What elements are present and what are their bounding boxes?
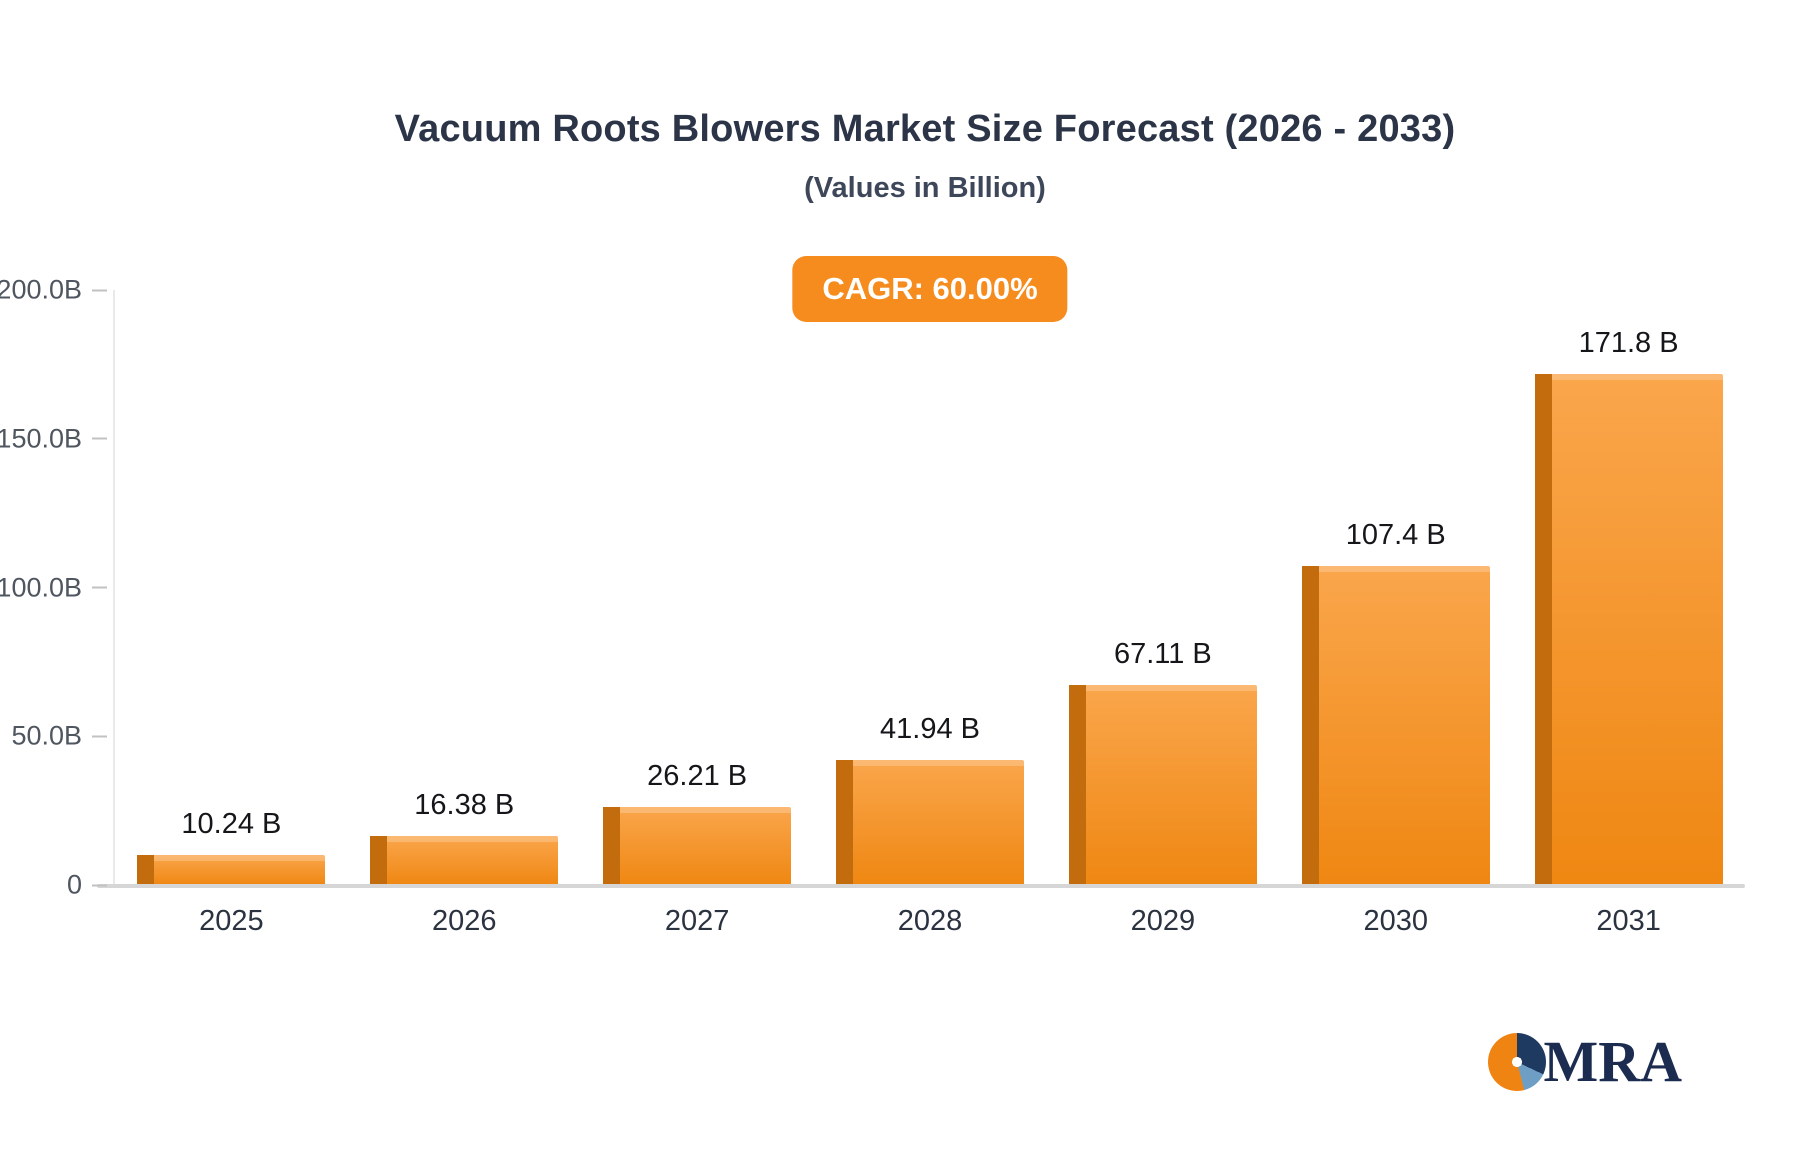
y-tick: 50.0B [11,721,115,752]
y-tick: 0 [67,870,115,901]
bar-group: 41.94 B [814,290,1047,885]
bar [836,760,1024,885]
bar-value-label: 16.38 B [414,789,515,822]
y-tick-dash [92,586,107,589]
y-axis-line [113,290,115,885]
y-tick-label: 200.0B [0,274,82,305]
bar-group: 107.4 B [1279,290,1512,885]
page-title: Vacuum Roots Blowers Market Size Forecas… [394,108,1456,150]
y-tick-dash [92,289,107,291]
x-axis-label: 2030 [1363,905,1428,937]
y-tick: 200.0B [0,275,115,306]
bar-value-label: 10.24 B [181,807,282,840]
y-tick: 150.0B [0,423,115,454]
bar-group: 26.21 B [581,290,814,885]
x-axis-labels: 2025 2026 2027 2028 2029 2030 2031 [115,905,1745,938]
y-tick-dash [92,735,107,738]
bar-value-label: 107.4 B [1345,518,1446,551]
brand-logo: MRA [1488,1033,1682,1091]
bar [370,836,559,885]
bar-group: 171.8 B [1512,290,1745,886]
y-tick-label: 100.0B [0,572,82,602]
x-axis-line [97,884,1745,888]
bar-value-label: 171.8 B [1578,326,1679,359]
x-axis-label: 2027 [664,905,730,937]
y-tick-dash [92,437,107,440]
bar-value-label: 67.11 B [1113,638,1212,671]
x-axis-label: 2028 [897,905,963,937]
bar [1301,565,1490,885]
y-tick-dash [92,884,107,886]
x-axis-label: 2029 [1130,905,1196,937]
bar-value-label: 26.21 B [647,760,748,793]
bar-group: 10.24 B [115,290,348,886]
y-tick: 100.0B [0,572,115,603]
bar-group: 67.11 B [1046,290,1279,885]
page-subtitle: (Values in Billion) [804,172,1046,204]
bar [1534,373,1723,886]
bars: 10.24 B 16.38 B 26.21 B 41.94 B 67.11 B 107.4… [115,290,1745,886]
logo-text: MRA [1543,1029,1682,1094]
bar [603,807,792,885]
y-tick-label: 0 [66,869,82,900]
x-axis-label: 2025 [199,905,264,937]
y-tick-label: 150.0B [0,423,82,454]
bar-value-label: 41.94 B [880,713,980,746]
plot-area: 10.24 B 16.38 B 26.21 B 41.94 B 67.11 B 107.4… [0,275,1745,937]
cagr-badge: CAGR: 60.00% [792,256,1068,322]
pie-logo-icon [1488,1033,1547,1091]
bar [137,854,326,886]
bar [1068,685,1257,885]
bar-group: 16.38 B [348,290,581,885]
x-axis-label: 2026 [432,905,497,937]
x-axis-label: 2031 [1596,905,1661,937]
y-tick-label: 50.0B [11,720,82,751]
